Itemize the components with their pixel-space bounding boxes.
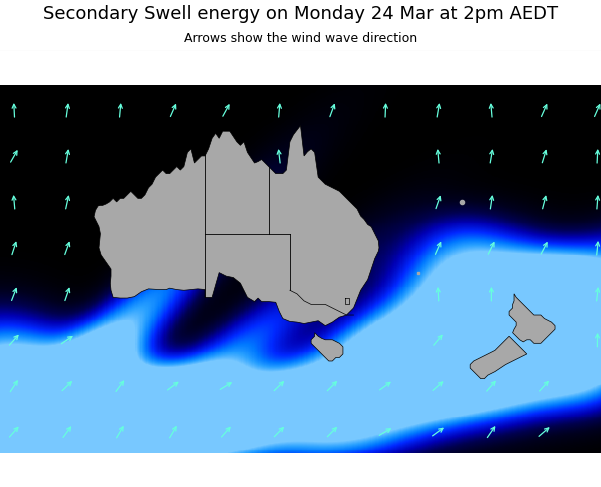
Polygon shape xyxy=(311,333,343,361)
Polygon shape xyxy=(94,126,379,326)
Polygon shape xyxy=(470,336,526,379)
Text: Arrows show the wind wave direction: Arrows show the wind wave direction xyxy=(184,32,417,45)
Text: Secondary Swell energy on Monday 24 Mar at 2pm AEDT: Secondary Swell energy on Monday 24 Mar … xyxy=(43,5,558,23)
Polygon shape xyxy=(509,294,555,343)
